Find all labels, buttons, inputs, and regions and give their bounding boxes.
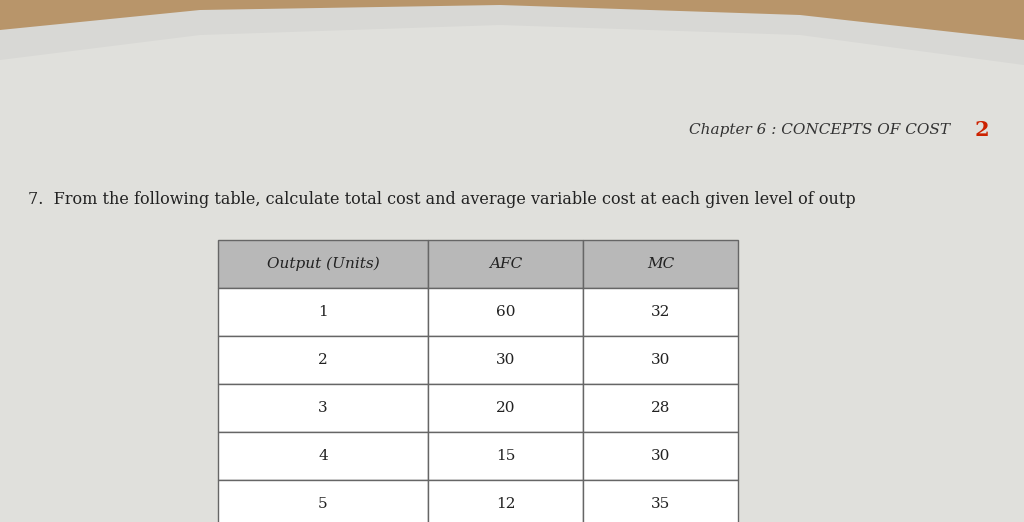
- Bar: [583, 336, 738, 384]
- Bar: [218, 384, 428, 432]
- Bar: [583, 384, 738, 432]
- Bar: [583, 240, 738, 288]
- Bar: [583, 288, 738, 336]
- Bar: [428, 336, 583, 384]
- Text: 30: 30: [651, 353, 670, 367]
- Text: 30: 30: [651, 449, 670, 463]
- Text: MC: MC: [647, 257, 674, 271]
- Bar: [428, 240, 583, 288]
- Bar: [218, 336, 428, 384]
- Bar: [218, 240, 428, 288]
- PathPatch shape: [0, 5, 1024, 522]
- Bar: [218, 480, 428, 522]
- Text: AFC: AFC: [488, 257, 522, 271]
- Text: 20: 20: [496, 401, 515, 415]
- Bar: [428, 480, 583, 522]
- Text: Output (Units): Output (Units): [266, 257, 379, 271]
- PathPatch shape: [0, 25, 1024, 522]
- Text: 30: 30: [496, 353, 515, 367]
- Bar: [583, 480, 738, 522]
- Text: 60: 60: [496, 305, 515, 319]
- Bar: [428, 288, 583, 336]
- Text: 4: 4: [318, 449, 328, 463]
- Bar: [583, 432, 738, 480]
- Text: 28: 28: [651, 401, 670, 415]
- Text: 32: 32: [651, 305, 670, 319]
- Text: 3: 3: [318, 401, 328, 415]
- Text: 2: 2: [318, 353, 328, 367]
- Text: 7.  From the following table, calculate total cost and average variable cost at : 7. From the following table, calculate t…: [28, 192, 856, 208]
- Text: Chapter 6 : CONCEPTS OF COST: Chapter 6 : CONCEPTS OF COST: [689, 123, 950, 137]
- Text: 1: 1: [318, 305, 328, 319]
- Bar: [428, 432, 583, 480]
- Text: 12: 12: [496, 497, 515, 511]
- Text: 35: 35: [651, 497, 670, 511]
- Bar: [428, 384, 583, 432]
- Text: 15: 15: [496, 449, 515, 463]
- Bar: [218, 288, 428, 336]
- Bar: [218, 432, 428, 480]
- Text: 5: 5: [318, 497, 328, 511]
- Text: 2: 2: [975, 120, 989, 140]
